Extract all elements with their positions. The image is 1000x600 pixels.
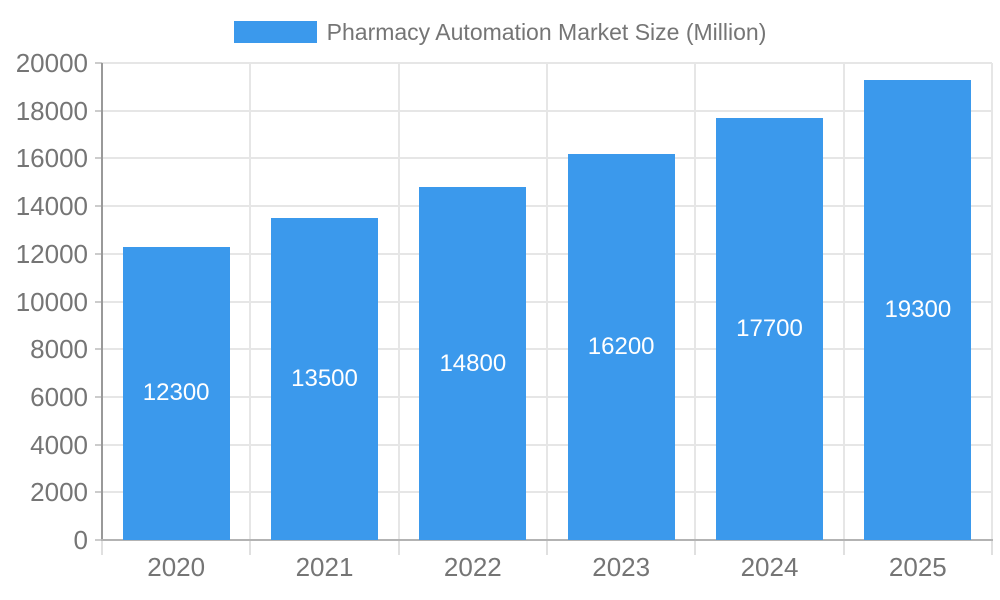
bar-value-label: 13500 — [291, 365, 358, 392]
y-axis-tick — [95, 109, 102, 112]
y-axis-tick — [95, 539, 102, 541]
y-tick-label: 16000 — [15, 143, 88, 174]
bar[interactable] — [716, 117, 823, 540]
y-tick-label: 6000 — [30, 381, 88, 412]
bar[interactable] — [864, 79, 972, 540]
bar-value-label: 19300 — [884, 295, 952, 323]
y-tick-label: 2000 — [30, 477, 88, 508]
bar[interactable] — [567, 153, 675, 540]
y-axis-tick — [95, 157, 102, 160]
x-tick-label: 2024 — [740, 552, 799, 582]
x-axis-line — [101, 539, 993, 541]
bar[interactable] — [419, 187, 527, 540]
x-tick-label: 2023 — [592, 552, 651, 582]
y-tick-label: 0 — [73, 525, 88, 555]
y-axis-tick — [95, 205, 102, 208]
x-axis-tick — [101, 540, 103, 555]
v-gridline — [249, 63, 252, 540]
x-axis-tick — [991, 540, 993, 555]
y-tick-label: 10000 — [15, 286, 88, 317]
y-axis-line — [101, 63, 103, 540]
y-tick-label: 4000 — [30, 429, 88, 460]
legend-label: Pharmacy Automation Market Size (Million… — [326, 18, 767, 45]
v-gridline — [546, 63, 548, 540]
y-tick-label: 12000 — [15, 238, 88, 269]
x-axis-tick — [397, 540, 400, 555]
y-axis-tick — [95, 491, 102, 494]
y-tick-label: 18000 — [15, 95, 88, 126]
legend[interactable]: Pharmacy Automation Market Size (Million… — [0, 18, 1000, 45]
bar[interactable] — [122, 246, 230, 540]
x-tick-label: 2022 — [443, 552, 502, 582]
x-tick-label: 2025 — [888, 552, 947, 582]
x-axis-tick — [546, 540, 548, 555]
y-axis-tick — [95, 443, 102, 446]
bar[interactable] — [271, 218, 378, 540]
x-axis-tick — [694, 540, 697, 555]
bar-value-label: 12300 — [142, 379, 210, 407]
x-tick-label: 2020 — [147, 552, 206, 582]
y-axis-tick — [95, 252, 102, 255]
y-axis-tick — [95, 395, 102, 398]
y-axis-tick — [95, 62, 102, 64]
x-axis-tick — [842, 540, 845, 555]
v-gridline — [397, 63, 400, 540]
v-gridline — [991, 63, 993, 540]
x-axis-tick — [249, 540, 252, 555]
bar-value-label: 16200 — [587, 332, 655, 360]
y-tick-label: 20000 — [15, 48, 88, 78]
legend-swatch — [233, 21, 317, 43]
bar-value-label: 17700 — [736, 314, 803, 342]
v-gridline — [842, 63, 845, 540]
y-tick-label: 14000 — [15, 191, 88, 222]
y-axis-tick — [95, 348, 102, 351]
y-axis-tick — [95, 300, 102, 303]
bar-value-label: 14800 — [439, 349, 507, 377]
x-tick-label: 2021 — [295, 552, 354, 582]
v-gridline — [694, 63, 697, 540]
y-tick-label: 8000 — [30, 334, 88, 365]
